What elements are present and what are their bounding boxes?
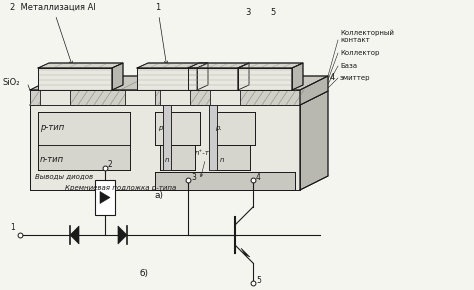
Text: р: р (158, 125, 163, 131)
Text: Выводы диодов: Выводы диодов (35, 173, 93, 179)
Polygon shape (300, 91, 328, 190)
Polygon shape (163, 105, 171, 170)
Polygon shape (30, 76, 328, 90)
Polygon shape (38, 112, 130, 145)
Text: 2  Металлизация Al: 2 Металлизация Al (10, 3, 96, 65)
Polygon shape (241, 248, 250, 257)
Polygon shape (238, 63, 303, 68)
Polygon shape (38, 68, 112, 90)
Polygon shape (30, 91, 328, 105)
Text: 3: 3 (191, 173, 196, 182)
Polygon shape (30, 105, 300, 190)
Text: SiO₂: SiO₂ (2, 78, 19, 87)
Text: Коллектор: Коллектор (340, 50, 379, 56)
Text: n⁺-тип: n⁺-тип (195, 150, 219, 177)
Polygon shape (160, 145, 195, 170)
Text: Коллекторный
контакт: Коллекторный контакт (340, 30, 394, 43)
Text: n: n (165, 157, 170, 163)
Text: 2: 2 (108, 160, 113, 169)
Polygon shape (137, 63, 208, 68)
Polygon shape (137, 68, 197, 90)
Text: 1: 1 (10, 223, 15, 232)
Text: 3: 3 (245, 8, 250, 17)
Text: 4: 4 (330, 73, 335, 82)
Polygon shape (238, 68, 292, 90)
Text: эмиттер: эмиттер (340, 75, 371, 81)
Polygon shape (70, 226, 79, 244)
Text: n: n (220, 157, 225, 163)
Text: 5: 5 (270, 8, 275, 17)
Polygon shape (155, 112, 200, 145)
Text: 5: 5 (256, 276, 261, 285)
Polygon shape (292, 63, 303, 90)
Text: n-тип: n-тип (40, 155, 64, 164)
Polygon shape (300, 76, 328, 105)
Polygon shape (118, 226, 127, 244)
Polygon shape (38, 145, 130, 170)
Text: б): б) (140, 269, 149, 278)
Polygon shape (210, 112, 255, 145)
Text: Кремниевая подложка р-типа: Кремниевая подложка р-типа (65, 185, 176, 191)
Polygon shape (188, 68, 238, 90)
Polygon shape (30, 90, 300, 105)
Polygon shape (155, 172, 295, 190)
Text: а): а) (155, 191, 164, 200)
Polygon shape (95, 180, 115, 215)
Polygon shape (40, 90, 70, 105)
Text: р.: р. (215, 125, 222, 131)
Polygon shape (160, 90, 190, 105)
Polygon shape (209, 105, 217, 170)
Polygon shape (215, 145, 250, 170)
Text: 4: 4 (256, 173, 261, 182)
Polygon shape (112, 63, 123, 90)
Polygon shape (210, 90, 240, 105)
Polygon shape (188, 63, 249, 68)
Polygon shape (197, 63, 208, 90)
Text: р-тип: р-тип (40, 123, 64, 132)
Text: 1: 1 (155, 3, 168, 64)
Polygon shape (38, 63, 123, 68)
Polygon shape (125, 90, 155, 105)
Polygon shape (100, 191, 110, 204)
Text: База: База (340, 63, 357, 69)
Polygon shape (238, 63, 249, 90)
